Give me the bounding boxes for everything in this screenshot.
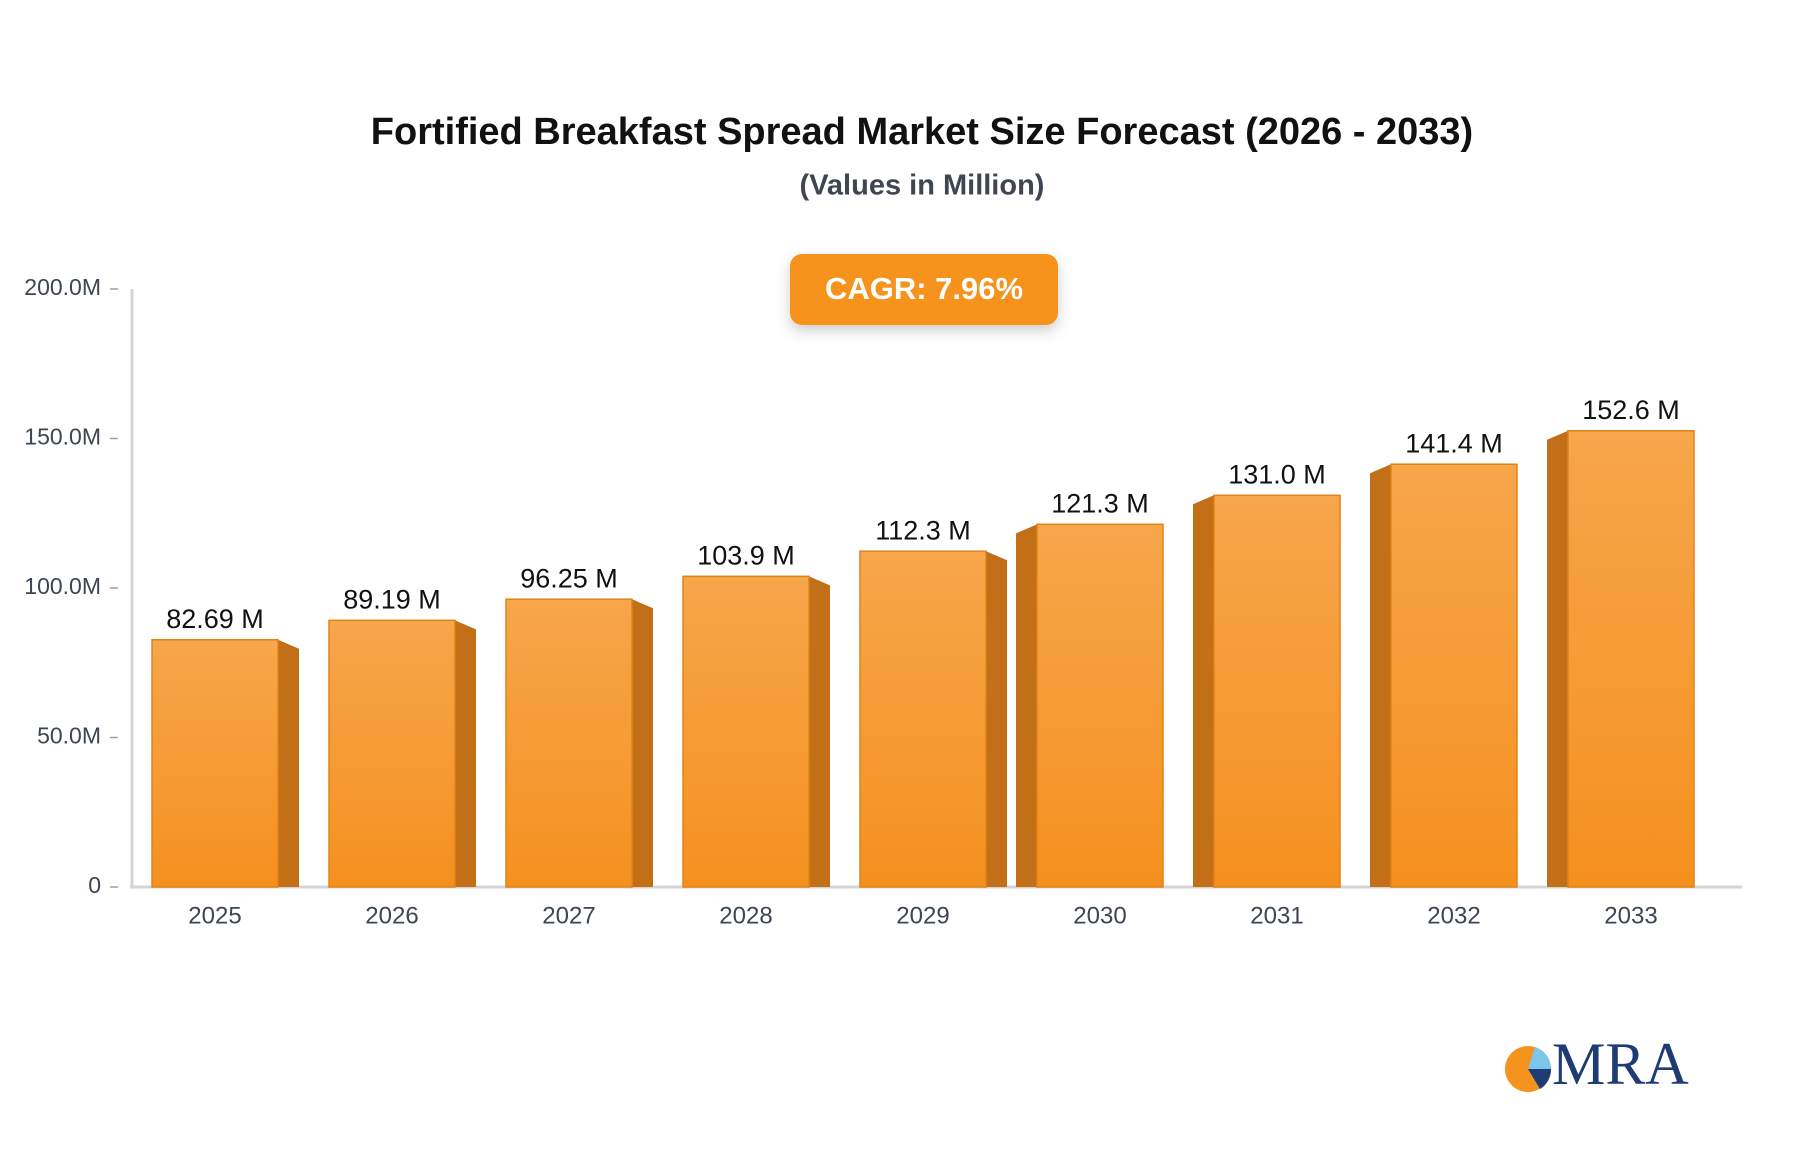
- logo: MRA: [1505, 1031, 1689, 1097]
- bar: [328, 619, 456, 888]
- x-tick-label: 2025: [188, 902, 241, 929]
- bar-group: [151, 639, 299, 888]
- bar-group: [328, 619, 476, 888]
- logo-slice: [1528, 1069, 1552, 1089]
- bar-side: [1547, 430, 1568, 887]
- data-label: 121.3 M: [1051, 488, 1149, 518]
- cagr-text: CAGR: 7.96%: [825, 271, 1023, 306]
- bar-side: [632, 599, 653, 887]
- logo-slice: [1528, 1047, 1552, 1069]
- data-label: 141.4 M: [1405, 428, 1503, 458]
- bar-group: [682, 575, 830, 888]
- data-label: 131.0 M: [1228, 459, 1326, 489]
- bar-group: [859, 550, 1007, 888]
- y-tick-label: 0: [88, 872, 101, 898]
- data-label: 103.9 M: [697, 540, 795, 570]
- x-tick-label: 2028: [719, 902, 772, 929]
- bar-side: [455, 620, 476, 887]
- bar-side: [1193, 495, 1214, 887]
- bar-side: [1016, 524, 1037, 887]
- cagr-badge: CAGR: 7.96%: [790, 254, 1058, 325]
- bar-group: [505, 598, 653, 888]
- cagr-box: [790, 254, 1058, 325]
- bar-side: [809, 576, 830, 887]
- bar-side: [1370, 464, 1391, 887]
- bar: [1390, 463, 1518, 888]
- data-label: 82.69 M: [166, 604, 264, 634]
- x-tick-label: 2033: [1604, 902, 1657, 929]
- bar-group: [1016, 523, 1164, 888]
- x-tick-label: 2027: [542, 902, 595, 929]
- data-label: 89.19 M: [343, 584, 441, 614]
- x-tick-label: 2031: [1250, 902, 1303, 929]
- bar-group: [1370, 463, 1518, 888]
- y-tick-label: 150.0M: [24, 424, 101, 450]
- bar-side: [278, 639, 299, 887]
- bar: [505, 598, 633, 888]
- data-label: 152.6 M: [1582, 395, 1680, 425]
- x-tick-label: 2032: [1427, 902, 1480, 929]
- bar-group: [1547, 429, 1695, 888]
- y-tick-label: 100.0M: [24, 573, 101, 599]
- x-tick-label: 2029: [896, 902, 949, 929]
- bar-side: [986, 551, 1007, 887]
- bar: [1036, 523, 1164, 888]
- y-tick-label: 200.0M: [24, 274, 101, 300]
- bar: [682, 575, 810, 888]
- data-label: 96.25 M: [520, 563, 618, 593]
- bar: [1213, 494, 1341, 888]
- bar: [1567, 429, 1695, 888]
- x-tick-label: 2026: [365, 902, 418, 929]
- data-label: 112.3 M: [875, 515, 971, 545]
- chart-title: Fortified Breakfast Spread Market Size F…: [371, 111, 1473, 153]
- bar: [859, 550, 987, 888]
- logo-text: MRA: [1552, 1031, 1689, 1097]
- x-tick-label: 2030: [1073, 902, 1126, 929]
- bar: [151, 639, 279, 888]
- chart-subtitle: (Values in Million): [800, 170, 1045, 202]
- bar-group: [1193, 494, 1341, 888]
- y-tick-label: 50.0M: [37, 723, 101, 749]
